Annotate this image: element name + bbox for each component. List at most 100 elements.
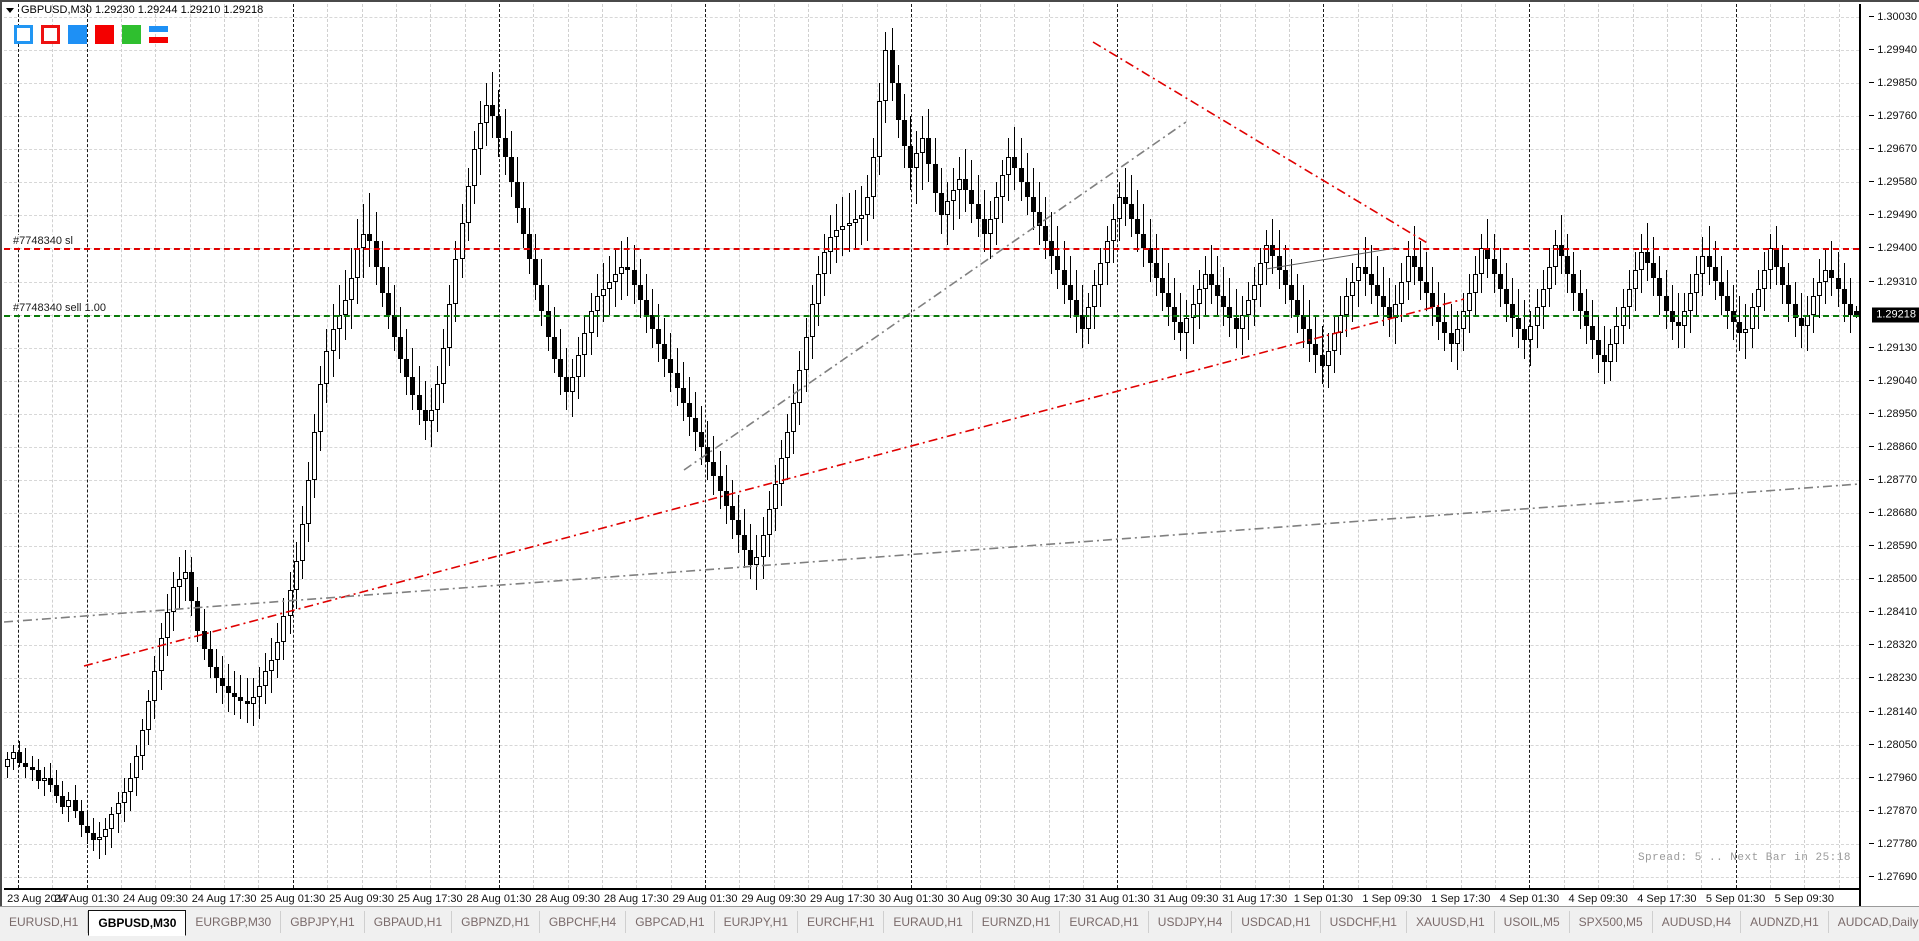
candle-body (675, 373, 680, 389)
chart-tab-gbpusd-m30[interactable]: GBPUSD,M30 (88, 910, 187, 936)
candle-body (1031, 196, 1036, 212)
time-tick-label: 24 Aug 17:30 (191, 893, 257, 905)
candle-body (1823, 270, 1828, 282)
chart-tab-bar[interactable]: EURUSD,H1 GBPUSD,M30 EURGBP,M30 GBPJPY,H1 GB… (0, 906, 1919, 941)
candle-body (1725, 296, 1730, 311)
candle-body (533, 259, 538, 286)
price-axis[interactable]: 1.30030 1.29940 1.29850 1.29760 1.29670 1.295… (1859, 4, 1919, 906)
price-tick-mark (1869, 82, 1875, 84)
candle-body (1313, 344, 1318, 356)
chart-tab-gbpchf-h4[interactable]: GBPCHF,H4 (539, 911, 627, 933)
candle-body (1786, 285, 1791, 304)
candle-body (1793, 303, 1798, 319)
chart-tab-xauusd-h1[interactable]: XAUUSD,H1 (1406, 911, 1495, 933)
candle-wick (1831, 241, 1832, 297)
chart-plot-area[interactable]: #7748340 sl #7748340 sell 1.00 Spread: 5 … (4, 4, 1859, 888)
candle-wick (234, 671, 235, 716)
candle-body (693, 417, 698, 433)
candle-wick (1414, 226, 1415, 286)
price-tick-mark (1869, 479, 1875, 480)
candle-body (1375, 285, 1380, 297)
time-tick-label: 30 Aug 17:30 (1016, 893, 1081, 905)
price-tick-mark (1869, 280, 1875, 282)
chart-tab-spx500-m5[interactable]: SPX500,M5 (1569, 911, 1653, 933)
chart-tab-gbpnzd-h1[interactable]: GBPNZD,H1 (452, 911, 540, 933)
price-tick-mark (1869, 48, 1875, 50)
chart-tab-gbpcad-h1[interactable]: GBPCAD,H1 (626, 911, 715, 933)
chart-tab-eurjpy-h1[interactable]: EURJPY,H1 (714, 911, 799, 933)
candle-wick (369, 193, 370, 267)
chart-tab-audnzd-h1[interactable]: AUDNZD,H1 (1741, 911, 1829, 933)
price-tick-label: 1.28590 (1869, 541, 1917, 552)
chart-tab-audusd-h4[interactable]: AUDUSD,H4 (1652, 911, 1742, 933)
candle-wick (1426, 252, 1427, 311)
fill-red-box[interactable] (95, 25, 114, 44)
color-toolbar[interactable] (14, 25, 168, 44)
chart-tab-eurnzd-h1[interactable]: EURNZD,H1 (972, 911, 1061, 933)
candle-body (552, 336, 557, 359)
open-position-line[interactable] (4, 315, 1859, 318)
chart-tab-eurgbp-m30[interactable]: EURGBP,M30 (186, 911, 282, 933)
time-tick-label: 28 Aug 01:30 (466, 893, 532, 905)
candle-body (840, 226, 845, 231)
candle-wick (627, 237, 628, 297)
chart-tab-eurcad-h1[interactable]: EURCAD,H1 (1060, 911, 1149, 933)
chart-tab-audcad-daily[interactable]: AUDCAD,Daily (1828, 911, 1919, 933)
candle-body (423, 410, 428, 422)
candle-body (662, 344, 667, 359)
candle-body (1449, 332, 1454, 344)
fill-green-box[interactable] (122, 25, 141, 44)
candle-body (460, 222, 465, 260)
session-separator (1735, 4, 1737, 888)
chart-tab-euraud-h1[interactable]: EURAUD,H1 (884, 911, 973, 933)
candle-body (1590, 325, 1595, 341)
gridline-v (1254, 4, 1256, 888)
candle-body (177, 579, 182, 587)
chart-tab-usdchf-h1[interactable]: USDCHF,H1 (1320, 911, 1407, 933)
current-price-label: 1.29218 (1872, 307, 1919, 323)
candle-body (189, 571, 194, 602)
candle-body (1461, 310, 1466, 330)
candle-body (1694, 274, 1699, 293)
price-tick-mark (1869, 578, 1875, 580)
candle-body (607, 281, 612, 289)
chart-tab-gbpaud-h1[interactable]: GBPAUD,H1 (364, 911, 453, 933)
candle-body (1774, 248, 1779, 267)
candle-body (681, 388, 686, 403)
candle-body (890, 49, 895, 84)
candle-body (1743, 329, 1748, 333)
candle-body (1105, 241, 1110, 264)
session-separator (1323, 4, 1325, 888)
chart-tab-eurchf-h1[interactable]: EURCHF,H1 (798, 911, 885, 933)
candle-body (527, 233, 532, 260)
outline-blue-box[interactable] (14, 25, 33, 44)
candle-body (165, 612, 170, 639)
gridline-v (224, 4, 226, 888)
chart-tab-usoil-m5[interactable]: USOIL,M5 (1494, 911, 1570, 933)
candle-wick (1211, 244, 1212, 304)
candle-body (134, 755, 139, 778)
chart-tab-usdjpy-h4[interactable]: USDJPY,H4 (1148, 911, 1233, 933)
candle-body (1516, 318, 1521, 330)
chart-tab-gbpjpy-h1[interactable]: GBPJPY,H1 (281, 911, 365, 933)
candle-body (1713, 266, 1718, 282)
gridline-v (601, 4, 603, 888)
outline-red-box[interactable] (41, 25, 60, 44)
candle-body (1762, 270, 1767, 289)
split-blue-red-box[interactable] (149, 25, 168, 44)
candle-body (331, 329, 336, 352)
candle-body (1492, 259, 1497, 275)
price-tick-label: 1.29490 (1869, 210, 1917, 221)
candle-wick (922, 116, 923, 190)
candle-body (1412, 255, 1417, 267)
chart-tab-usdcad-h1[interactable]: USDCAD,H1 (1232, 911, 1321, 933)
chevron-down-icon[interactable] (6, 7, 14, 13)
chart-tab-eurusd-h1[interactable]: EURUSD,H1 (0, 911, 89, 933)
gridline-h (4, 16, 1859, 18)
fill-blue-box[interactable] (68, 25, 87, 44)
candle-body (1442, 321, 1447, 333)
candle-body (644, 299, 649, 315)
time-axis[interactable]: 23 Aug 2017 24 Aug 01:30 24 Aug 09:30 24 Au… (4, 888, 1859, 906)
stop-loss-line[interactable] (4, 248, 1859, 251)
candle-body (976, 204, 981, 219)
